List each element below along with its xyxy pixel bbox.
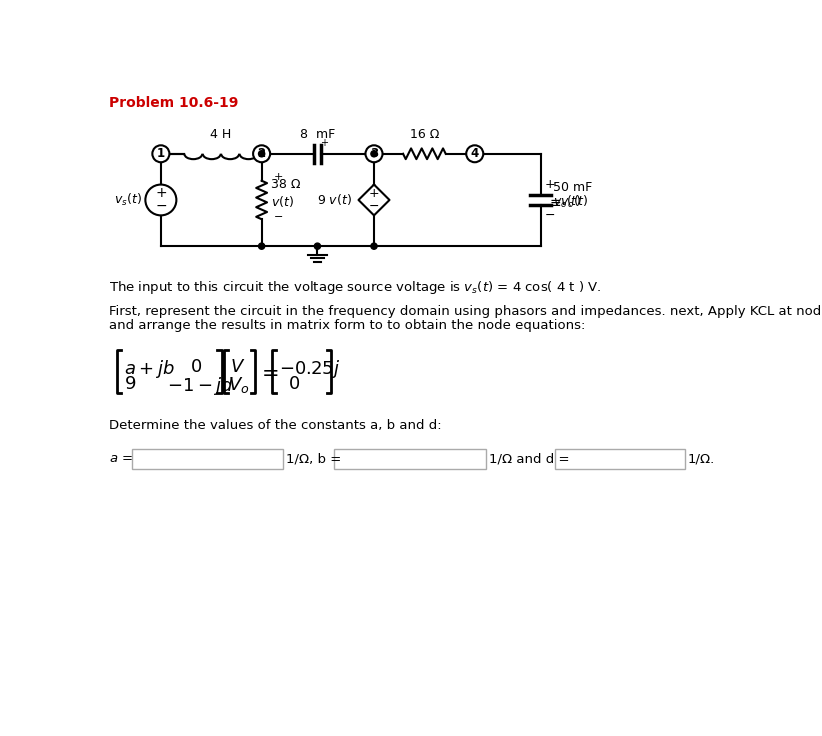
- Text: $-0.25j$: $-0.25j$: [279, 358, 339, 380]
- Text: The input to this circuit the voltage source voltage is $v_s(t)$ = 4 cos( 4 t ) : The input to this circuit the voltage so…: [109, 279, 602, 297]
- Circle shape: [259, 243, 265, 250]
- Text: −: −: [274, 212, 284, 222]
- Text: $0$: $0$: [288, 375, 300, 393]
- Text: $-1-jd$: $-1-jd$: [167, 375, 234, 397]
- Text: 9 $v(t)$: 9 $v(t)$: [317, 193, 353, 208]
- Text: 16 Ω: 16 Ω: [409, 127, 439, 141]
- FancyBboxPatch shape: [555, 449, 685, 469]
- Circle shape: [366, 145, 382, 162]
- Text: +: +: [369, 186, 379, 199]
- Text: $v_s(t)$: $v_s(t)$: [113, 192, 141, 208]
- Text: $0$: $0$: [191, 358, 202, 376]
- Circle shape: [314, 243, 321, 250]
- Circle shape: [371, 151, 377, 157]
- Text: +: +: [544, 178, 555, 191]
- Text: 8  mF: 8 mF: [300, 127, 335, 141]
- Text: First, represent the circuit in the frequency domain using phasors and impedance: First, represent the circuit in the freq…: [109, 305, 822, 319]
- Text: $=$: $=$: [257, 361, 279, 382]
- Text: Determine the values of the constants a, b and d:: Determine the values of the constants a,…: [109, 420, 441, 433]
- Text: 1/Ω.: 1/Ω.: [688, 452, 715, 465]
- Text: Problem 10.6-19: Problem 10.6-19: [109, 96, 238, 110]
- Text: $9$: $9$: [124, 375, 136, 393]
- Circle shape: [371, 243, 377, 250]
- Text: 1/Ω, b =: 1/Ω, b =: [286, 452, 342, 465]
- Text: $\equiv$: $\equiv$: [547, 194, 561, 208]
- Text: 4 H: 4 H: [210, 127, 232, 141]
- Text: and arrange the results in matrix form to to obtain the node equations:: and arrange the results in matrix form t…: [109, 319, 585, 333]
- FancyBboxPatch shape: [335, 449, 486, 469]
- Text: +: +: [274, 172, 284, 182]
- Text: −: −: [369, 199, 379, 213]
- Text: 3: 3: [370, 147, 378, 160]
- Text: $v_o(t)$: $v_o(t)$: [553, 194, 582, 210]
- Text: $v_o(t)$: $v_o(t)$: [560, 194, 589, 210]
- Circle shape: [466, 145, 483, 162]
- Text: +: +: [320, 138, 328, 149]
- FancyBboxPatch shape: [132, 449, 284, 469]
- Text: 1/Ω and d =: 1/Ω and d =: [489, 452, 569, 465]
- Text: 4: 4: [471, 147, 479, 160]
- Circle shape: [152, 145, 169, 162]
- Text: $V_o$: $V_o$: [228, 375, 249, 394]
- Circle shape: [259, 151, 265, 157]
- Text: $a$ =: $a$ =: [109, 452, 133, 465]
- Text: $V$: $V$: [230, 358, 245, 376]
- Text: 1: 1: [157, 147, 165, 160]
- Circle shape: [145, 185, 177, 216]
- Text: −: −: [544, 209, 555, 222]
- Text: +: +: [155, 186, 167, 200]
- Circle shape: [253, 145, 270, 162]
- Text: 50 mF: 50 mF: [553, 181, 593, 194]
- Text: 38 Ω: 38 Ω: [271, 178, 300, 191]
- Text: −: −: [155, 199, 167, 213]
- Text: 2: 2: [257, 147, 266, 160]
- Text: $a + jb$: $a + jb$: [124, 358, 175, 380]
- Text: $v(t)$: $v(t)$: [271, 194, 294, 209]
